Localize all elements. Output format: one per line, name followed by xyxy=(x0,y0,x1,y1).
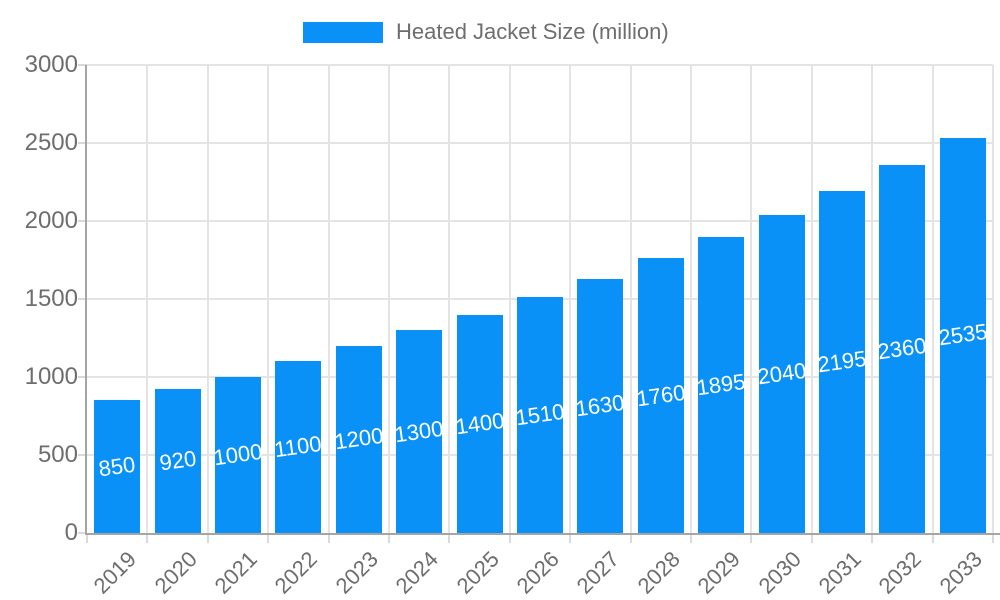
x-axis-tick xyxy=(146,535,148,543)
gridline-horizontal xyxy=(87,64,993,66)
y-axis-tick-label: 1500 xyxy=(24,285,78,312)
y-axis-tick-label: 2000 xyxy=(24,207,78,234)
x-axis-tick xyxy=(992,535,994,543)
x-axis-category-label: 2028 xyxy=(632,546,685,599)
y-axis-line xyxy=(85,65,87,533)
y-axis-tick-label: 1000 xyxy=(24,363,78,390)
bar[interactable] xyxy=(275,361,321,533)
legend-label: Heated Jacket Size (million) xyxy=(396,19,669,44)
bar[interactable] xyxy=(94,400,140,533)
bar[interactable] xyxy=(819,191,865,533)
bar[interactable] xyxy=(577,279,623,533)
y-axis-tick-label: 0 xyxy=(64,519,78,546)
gridline-vertical xyxy=(992,65,994,533)
bar[interactable] xyxy=(155,389,201,533)
bar[interactable] xyxy=(457,315,503,533)
x-axis-category-label: 2026 xyxy=(511,546,564,599)
x-axis-tick xyxy=(448,535,450,543)
gridline-vertical xyxy=(328,65,330,533)
x-axis-category-label: 2019 xyxy=(88,546,141,599)
x-axis-category-label: 2024 xyxy=(390,546,443,599)
x-axis-category-label: 2031 xyxy=(813,546,866,599)
x-axis-tick xyxy=(871,535,873,543)
gridline-vertical xyxy=(630,65,632,533)
gridline-vertical xyxy=(146,65,148,533)
x-axis-category-label: 2033 xyxy=(934,546,987,599)
y-axis-tick xyxy=(78,532,87,534)
x-axis-category-label: 2020 xyxy=(149,546,202,599)
x-axis-tick xyxy=(811,535,813,543)
gridline-vertical xyxy=(811,65,813,533)
y-axis-tick xyxy=(78,298,87,300)
bar[interactable] xyxy=(879,165,925,533)
legend-swatch-icon xyxy=(303,22,383,43)
gridline-vertical xyxy=(871,65,873,533)
y-axis-tick xyxy=(78,142,87,144)
x-axis-category-label: 2032 xyxy=(873,546,926,599)
x-axis-tick xyxy=(388,535,390,543)
x-axis-category-label: 2025 xyxy=(451,546,504,599)
y-axis-tick-label: 500 xyxy=(37,441,78,468)
gridline-vertical xyxy=(388,65,390,533)
x-axis-tick xyxy=(569,535,571,543)
y-axis-tick xyxy=(78,454,87,456)
bar[interactable] xyxy=(517,297,563,533)
x-axis-tick xyxy=(267,535,269,543)
x-axis-tick xyxy=(328,535,330,543)
x-axis-category-label: 2027 xyxy=(571,546,624,599)
bar[interactable] xyxy=(759,215,805,533)
x-axis-tick xyxy=(932,535,934,543)
gridline-vertical xyxy=(932,65,934,533)
x-axis-tick xyxy=(207,535,209,543)
bar[interactable] xyxy=(336,346,382,533)
gridline-horizontal xyxy=(87,220,993,222)
gridline-vertical xyxy=(207,65,209,533)
x-axis-tick xyxy=(630,535,632,543)
x-axis-tick xyxy=(690,535,692,543)
bar[interactable] xyxy=(396,330,442,533)
gridline-vertical xyxy=(690,65,692,533)
gridline-vertical xyxy=(509,65,511,533)
gridline-vertical xyxy=(569,65,571,533)
x-axis-tick xyxy=(86,535,88,543)
y-axis-tick-label: 3000 xyxy=(24,51,78,78)
gridline-vertical xyxy=(448,65,450,533)
bar[interactable] xyxy=(638,258,684,533)
x-axis-category-label: 2023 xyxy=(330,546,383,599)
x-axis-tick xyxy=(509,535,511,543)
x-axis-category-label: 2021 xyxy=(209,546,262,599)
gridline-vertical xyxy=(267,65,269,533)
y-axis-tick xyxy=(78,64,87,66)
gridline-horizontal xyxy=(87,142,993,144)
y-axis-tick-label: 2500 xyxy=(24,129,78,156)
x-axis-category-label: 2030 xyxy=(753,546,806,599)
gridline-vertical xyxy=(750,65,752,533)
y-axis-tick xyxy=(78,376,87,378)
x-axis-line xyxy=(85,533,1000,535)
x-axis-category-label: 2029 xyxy=(692,546,745,599)
bar[interactable] xyxy=(698,237,744,533)
y-axis-tick xyxy=(78,220,87,222)
x-axis-tick xyxy=(750,535,752,543)
bar[interactable] xyxy=(215,377,261,533)
x-axis-category-label: 2022 xyxy=(269,546,322,599)
bar[interactable] xyxy=(940,138,986,533)
